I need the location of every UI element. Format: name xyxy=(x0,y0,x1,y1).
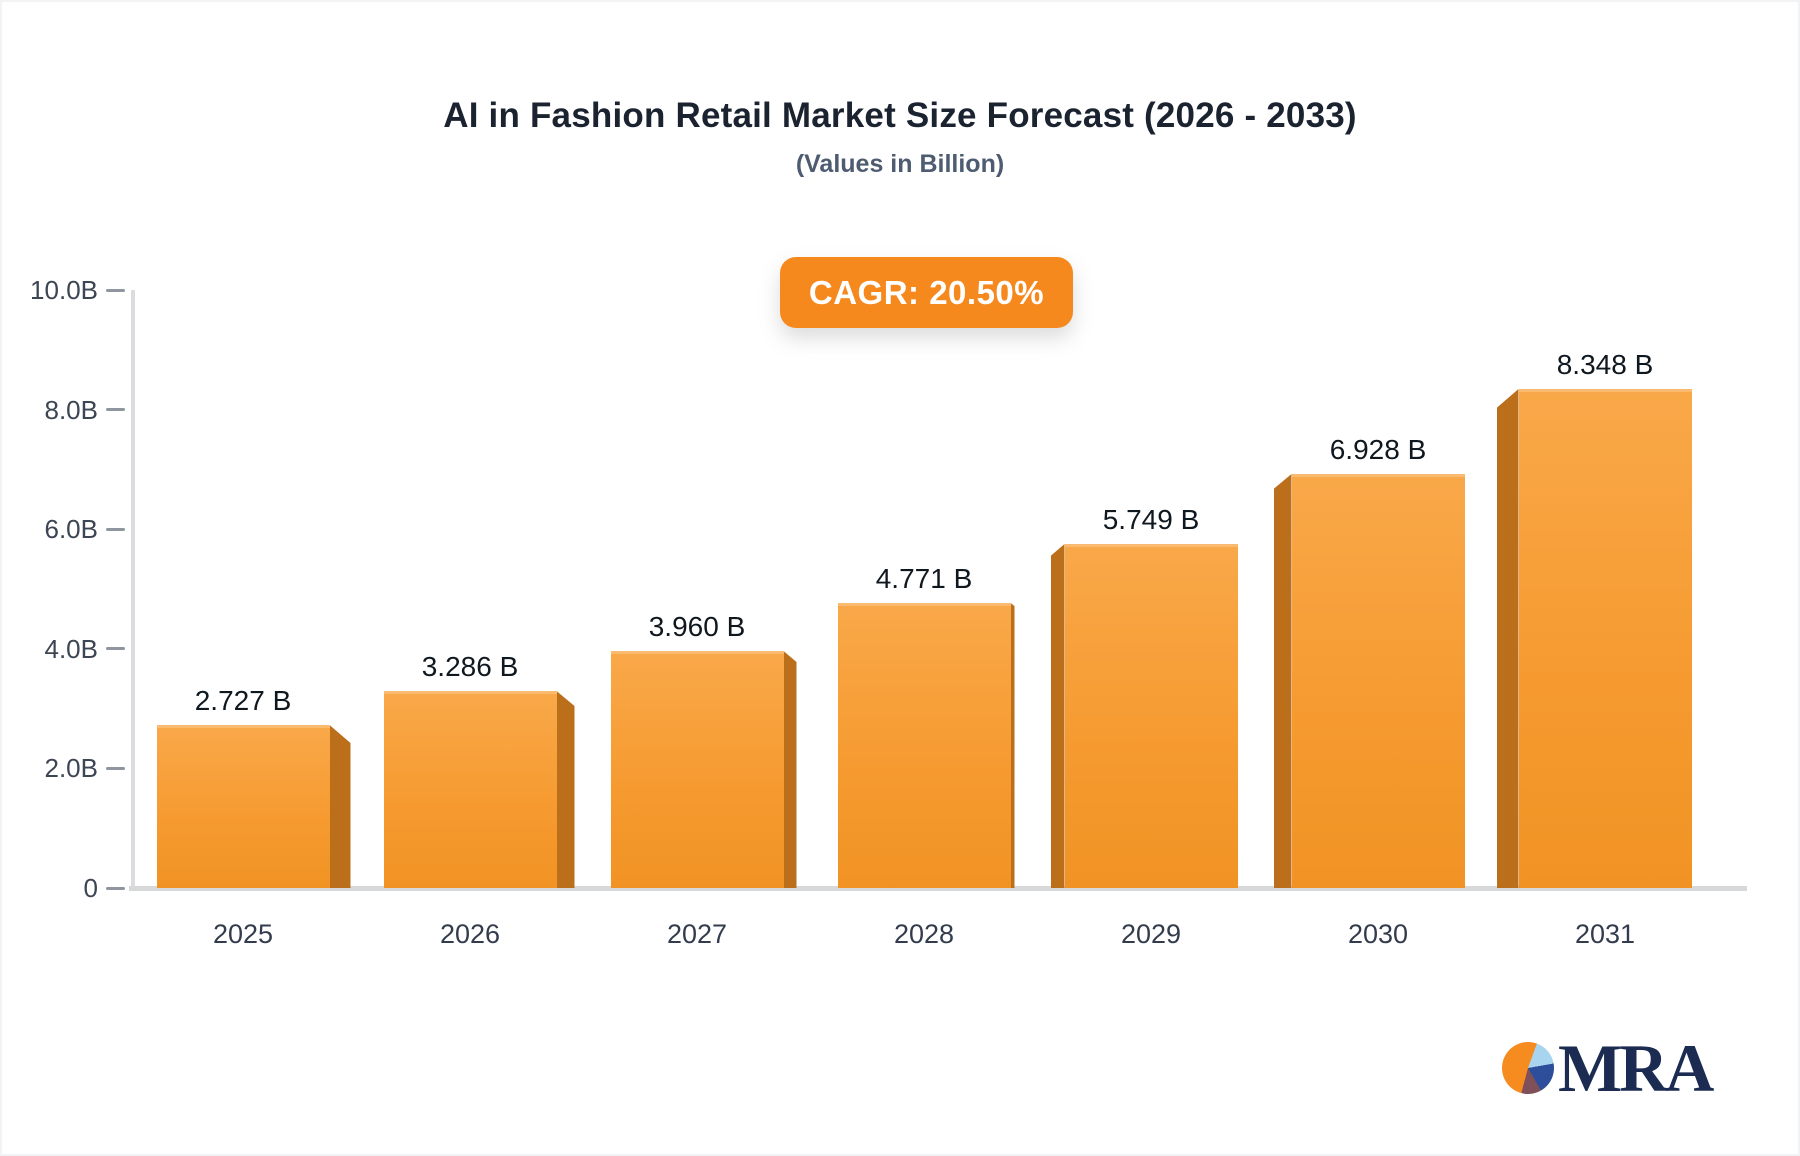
y-axis-tick-label: 6.0B xyxy=(44,514,99,545)
brand-logo-text: MRA xyxy=(1558,1030,1714,1106)
y-axis-line xyxy=(131,290,135,888)
bar-3d-side-face xyxy=(1010,603,1015,888)
bar-value-label: 5.749 B xyxy=(1102,504,1200,535)
cagr-badge-label: CAGR: 20.50% xyxy=(808,273,1045,311)
x-axis-category-label: 2028 xyxy=(893,919,955,949)
x-axis-category-label: 2030 xyxy=(1347,919,1409,949)
bar-3d-side-face xyxy=(1496,389,1519,888)
y-axis-tick-label: 2.0B xyxy=(44,753,99,784)
bar xyxy=(610,651,784,888)
chart-subtitle: (Values in Billion) xyxy=(795,150,1005,178)
bar-value-label: 6.928 B xyxy=(1329,434,1427,465)
bar xyxy=(1064,544,1238,888)
y-axis-tick-mark xyxy=(106,527,125,531)
bar-value-label: 3.960 B xyxy=(648,611,746,642)
y-axis-tick-label: 8.0B xyxy=(44,394,99,425)
chart-title: AI in Fashion Retail Market Size Forecas… xyxy=(443,96,1357,135)
x-axis-category-label: 2031 xyxy=(1574,919,1636,949)
bar xyxy=(837,603,1011,888)
brand-logo: MRA xyxy=(1502,1030,1714,1106)
y-axis-tick-mark xyxy=(106,408,125,412)
bar xyxy=(1518,389,1692,888)
y-axis-tick-label: 10.0B xyxy=(30,275,98,305)
y-axis-tick-label: 4.0B xyxy=(44,633,99,664)
bar-3d-side-face xyxy=(783,651,797,888)
pie-chart-logo-icon xyxy=(1502,1042,1554,1094)
x-axis-category-label: 2025 xyxy=(212,919,274,949)
bar xyxy=(383,691,557,888)
y-axis-tick-mark xyxy=(106,766,125,770)
bar-3d-side-face xyxy=(329,725,351,888)
y-axis-tick-label: 0 xyxy=(83,873,98,903)
bar-value-label: 2.727 B xyxy=(194,685,292,716)
x-axis-baseline xyxy=(129,886,1747,891)
bar-value-label: 3.286 B xyxy=(421,651,519,682)
x-axis-category-label: 2029 xyxy=(1120,919,1182,949)
x-axis-category-label: 2027 xyxy=(666,919,728,949)
bar xyxy=(156,725,330,888)
y-axis-tick-mark xyxy=(106,647,125,651)
bar-value-label: 8.348 B xyxy=(1556,349,1654,380)
bar-3d-side-face xyxy=(1050,544,1065,888)
bar xyxy=(1291,474,1465,888)
bar-3d-side-face xyxy=(1273,474,1292,888)
cagr-badge: CAGR: 20.50% xyxy=(780,257,1073,328)
x-axis-category-label: 2026 xyxy=(439,919,501,949)
bar-value-label: 4.771 B xyxy=(875,563,973,594)
y-axis-tick-mark xyxy=(106,886,125,890)
y-axis-tick-mark xyxy=(106,288,125,292)
bar-3d-side-face xyxy=(556,691,575,888)
